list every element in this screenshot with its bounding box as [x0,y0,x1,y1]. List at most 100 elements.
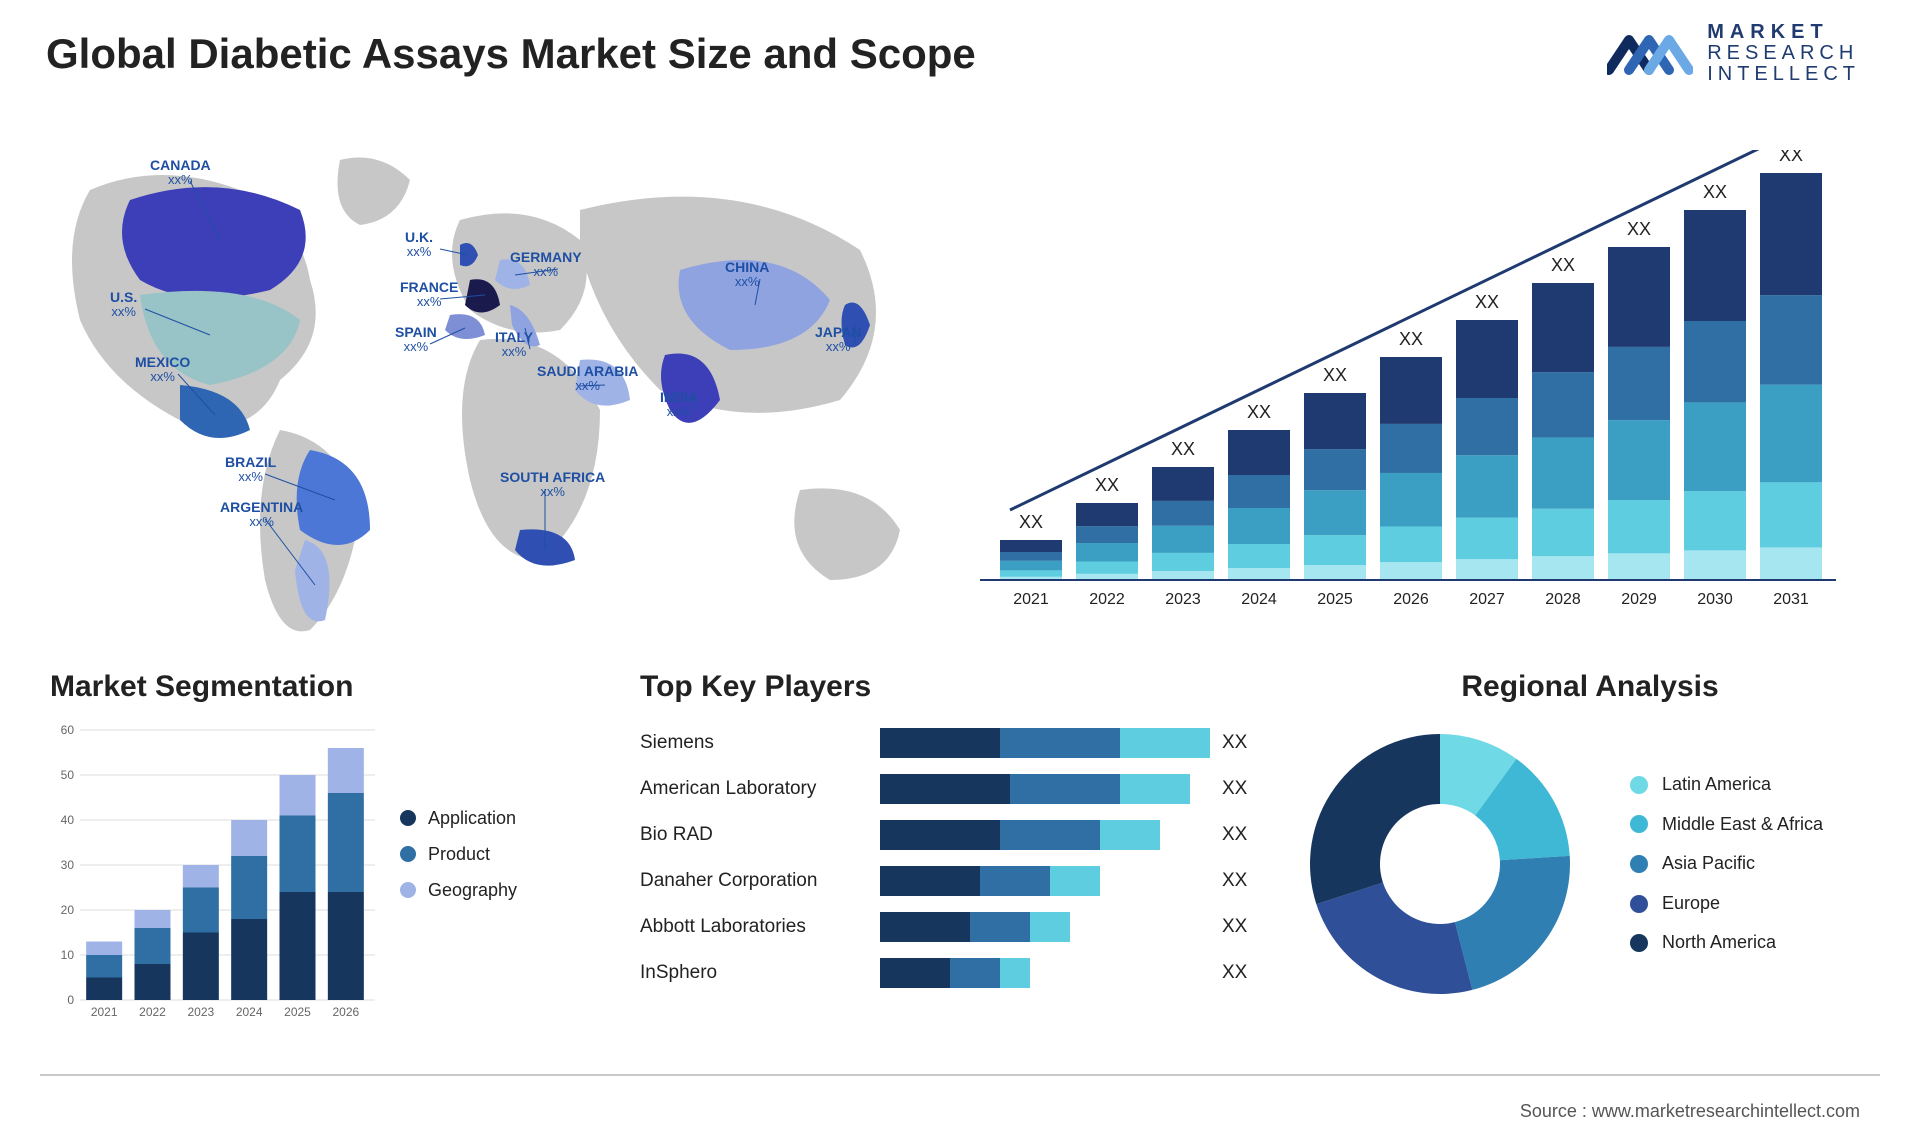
svg-text:10: 10 [61,948,75,962]
player-bar-segment [880,728,1000,758]
player-name: Abbott Laboratories [640,916,880,938]
map-label-spain: SPAINxx% [395,325,437,353]
svg-text:60: 60 [61,723,75,737]
svg-text:2031: 2031 [1773,591,1809,608]
legend-swatch-icon [1630,776,1648,794]
player-bar-segment [970,912,1030,942]
map-label-u-s-: U.S.xx% [110,290,137,318]
legend-label: Latin America [1662,765,1771,805]
player-bar-segment [1000,728,1120,758]
regional-legend: Latin AmericaMiddle East & AfricaAsia Pa… [1630,765,1823,963]
regional-legend-item: North America [1630,923,1823,963]
map-label-argentina: ARGENTINAxx% [220,500,303,528]
segmentation-legend-item: Application [400,800,517,836]
players-list: SiemensXXAmerican LaboratoryXXBio RADXXD… [640,720,1260,996]
legend-label: Geography [428,872,517,908]
player-row: Danaher Corporation XX [640,858,1260,904]
svg-text:XX: XX [1019,512,1043,532]
svg-text:0: 0 [67,993,74,1007]
player-value: XX [1210,778,1260,800]
svg-text:XX: XX [1095,475,1119,495]
players-title: Top Key Players [640,670,1260,704]
legend-label: Application [428,800,516,836]
legend-swatch-icon [1630,934,1648,952]
map-label-south-africa: SOUTH AFRICAxx% [500,470,605,498]
legend-swatch-icon [400,810,416,826]
map-label-canada: CANADAxx% [150,158,211,186]
logo-line1: MARKET [1707,22,1860,43]
segmentation-title: Market Segmentation [50,670,610,704]
regional-donut [1300,724,1580,1004]
player-name: Bio RAD [640,824,880,846]
regional-legend-item: Middle East & Africa [1630,805,1823,845]
legend-swatch-icon [400,882,416,898]
svg-text:XX: XX [1247,402,1271,422]
svg-text:2023: 2023 [1165,591,1201,608]
legend-label: Product [428,836,490,872]
map-label-italy: ITALYxx% [495,330,533,358]
player-name: InSphero [640,962,880,984]
segmentation-section: Market Segmentation 01020304050602021202… [50,670,610,1030]
legend-swatch-icon [1630,815,1648,833]
logo-line2: RESEARCH [1707,43,1860,64]
svg-text:2027: 2027 [1469,591,1505,608]
regional-legend-item: Latin America [1630,765,1823,805]
segmentation-legend: ApplicationProductGeography [400,800,517,908]
map-label-india: INDIAxx% [660,390,698,418]
legend-label: Europe [1662,884,1720,924]
svg-text:XX: XX [1703,182,1727,202]
player-bar-segment [1000,958,1030,988]
player-value: XX [1210,916,1260,938]
player-bar-segment [1050,866,1100,896]
map-label-germany: GERMANYxx% [510,250,582,278]
logo-text: MARKET RESEARCH INTELLECT [1707,22,1860,85]
svg-text:2022: 2022 [1089,591,1125,608]
player-row: Siemens XX [640,720,1260,766]
player-bar-segment [1030,912,1070,942]
svg-text:2024: 2024 [1241,591,1277,608]
svg-text:50: 50 [61,768,75,782]
player-bar-segment [880,820,1000,850]
legend-label: Middle East & Africa [1662,805,1823,845]
svg-text:XX: XX [1551,255,1575,275]
world-map: CANADAxx%U.S.xx%MEXICOxx%BRAZILxx%ARGENT… [40,130,940,650]
svg-text:2021: 2021 [91,1005,118,1019]
svg-text:2026: 2026 [332,1005,359,1019]
player-bar [880,912,1210,942]
footer-divider [40,1074,1880,1076]
player-bar-segment [880,958,950,988]
player-bar-segment [1100,820,1160,850]
svg-text:2030: 2030 [1697,591,1733,608]
regional-legend-item: Europe [1630,884,1823,924]
svg-text:XX: XX [1627,219,1651,239]
player-value: XX [1210,732,1260,754]
player-value: XX [1210,870,1260,892]
player-bar [880,728,1210,758]
player-bar [880,774,1210,804]
segmentation-chart: 0102030405060202120222023202420252026 [50,720,380,1030]
svg-text:XX: XX [1475,292,1499,312]
player-bar-segment [1120,774,1190,804]
player-name: Danaher Corporation [640,870,880,892]
player-bar [880,958,1210,988]
segmentation-legend-item: Product [400,836,517,872]
player-value: XX [1210,962,1260,984]
regional-title: Regional Analysis [1300,670,1880,704]
svg-text:2023: 2023 [187,1005,214,1019]
source-label: Source : www.marketresearchintellect.com [1520,1101,1860,1122]
svg-text:2025: 2025 [284,1005,311,1019]
page-title: Global Diabetic Assays Market Size and S… [46,30,976,78]
svg-text:20: 20 [61,903,75,917]
logo-mark-icon [1607,26,1693,82]
svg-text:2021: 2021 [1013,591,1049,608]
player-name: Siemens [640,732,880,754]
legend-swatch-icon [400,846,416,862]
player-bar-segment [880,912,970,942]
svg-text:XX: XX [1399,329,1423,349]
player-bar-segment [1010,774,1120,804]
player-row: American LaboratoryXX [640,766,1260,812]
regional-section: Regional Analysis Latin AmericaMiddle Ea… [1300,670,1880,1004]
svg-text:2028: 2028 [1545,591,1581,608]
svg-text:2026: 2026 [1393,591,1429,608]
logo-line3: INTELLECT [1707,64,1860,85]
